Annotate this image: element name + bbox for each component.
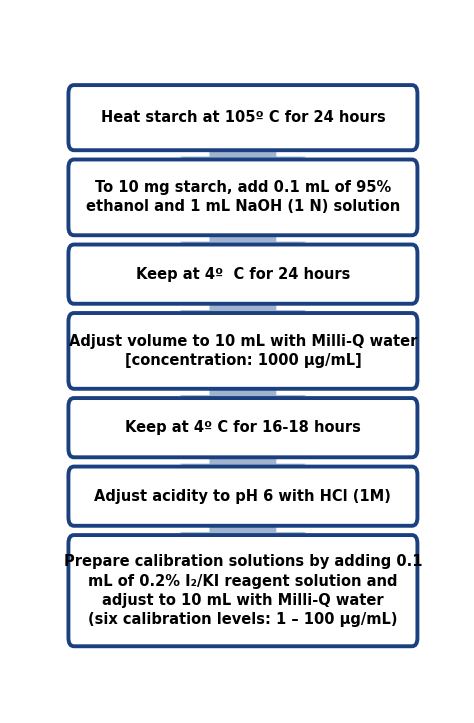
FancyBboxPatch shape <box>68 466 418 526</box>
Polygon shape <box>181 380 305 406</box>
Text: Adjust volume to 10 mL with Milli-Q water
[concentration: 1000 μg/mL]: Adjust volume to 10 mL with Milli-Q wate… <box>69 334 417 368</box>
FancyBboxPatch shape <box>68 244 418 304</box>
Polygon shape <box>181 296 305 322</box>
Text: Prepare calibration solutions by adding 0.1
mL of 0.2% I₂/KI reagent solution an: Prepare calibration solutions by adding … <box>64 555 422 627</box>
FancyBboxPatch shape <box>68 535 418 646</box>
Text: Heat starch at 105º C for 24 hours: Heat starch at 105º C for 24 hours <box>100 110 385 125</box>
FancyBboxPatch shape <box>68 85 418 150</box>
Text: Keep at 4º C for 16-18 hours: Keep at 4º C for 16-18 hours <box>125 420 361 435</box>
Text: Keep at 4º  C for 24 hours: Keep at 4º C for 24 hours <box>136 267 350 282</box>
FancyBboxPatch shape <box>68 160 418 235</box>
Text: To 10 mg starch, add 0.1 mL of 95%
ethanol and 1 mL NaOH (1 N) solution: To 10 mg starch, add 0.1 mL of 95% ethan… <box>86 180 400 215</box>
Polygon shape <box>181 449 305 475</box>
Polygon shape <box>181 518 305 544</box>
Polygon shape <box>181 227 305 253</box>
FancyBboxPatch shape <box>68 313 418 389</box>
FancyBboxPatch shape <box>68 398 418 457</box>
Polygon shape <box>181 142 305 168</box>
Text: Adjust acidity to pH 6 with HCl (1M): Adjust acidity to pH 6 with HCl (1M) <box>94 489 392 504</box>
